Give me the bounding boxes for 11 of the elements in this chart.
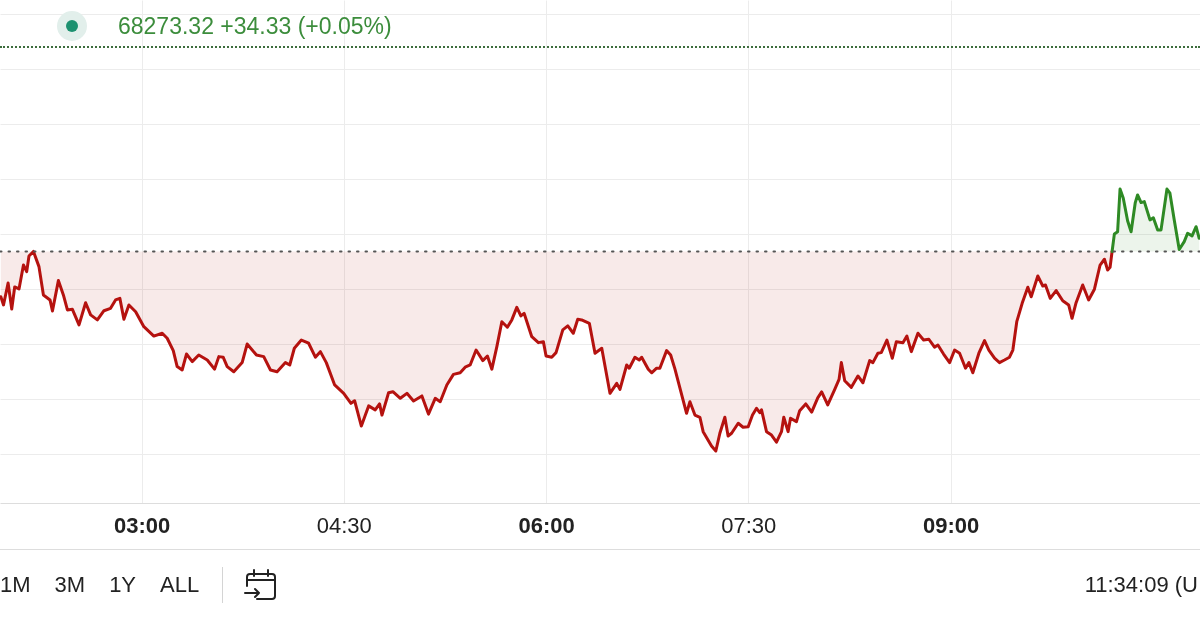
text: 1Y	[109, 572, 137, 597]
x-tick-label: 07:30	[721, 512, 777, 538]
text: ALL	[160, 572, 200, 597]
x-tick-label: 06:00	[518, 512, 575, 538]
text: 1M	[0, 572, 31, 597]
text: 11:34:09 (U	[1084, 572, 1198, 597]
x-tick-label: 04:30	[316, 512, 372, 538]
text: 3M	[54, 572, 86, 597]
chart-title: 68273.32 +34.33 (+0.05%)	[118, 13, 392, 39]
x-tick-label: 03:00	[113, 512, 171, 538]
x-tick-label: 09:00	[922, 512, 980, 538]
